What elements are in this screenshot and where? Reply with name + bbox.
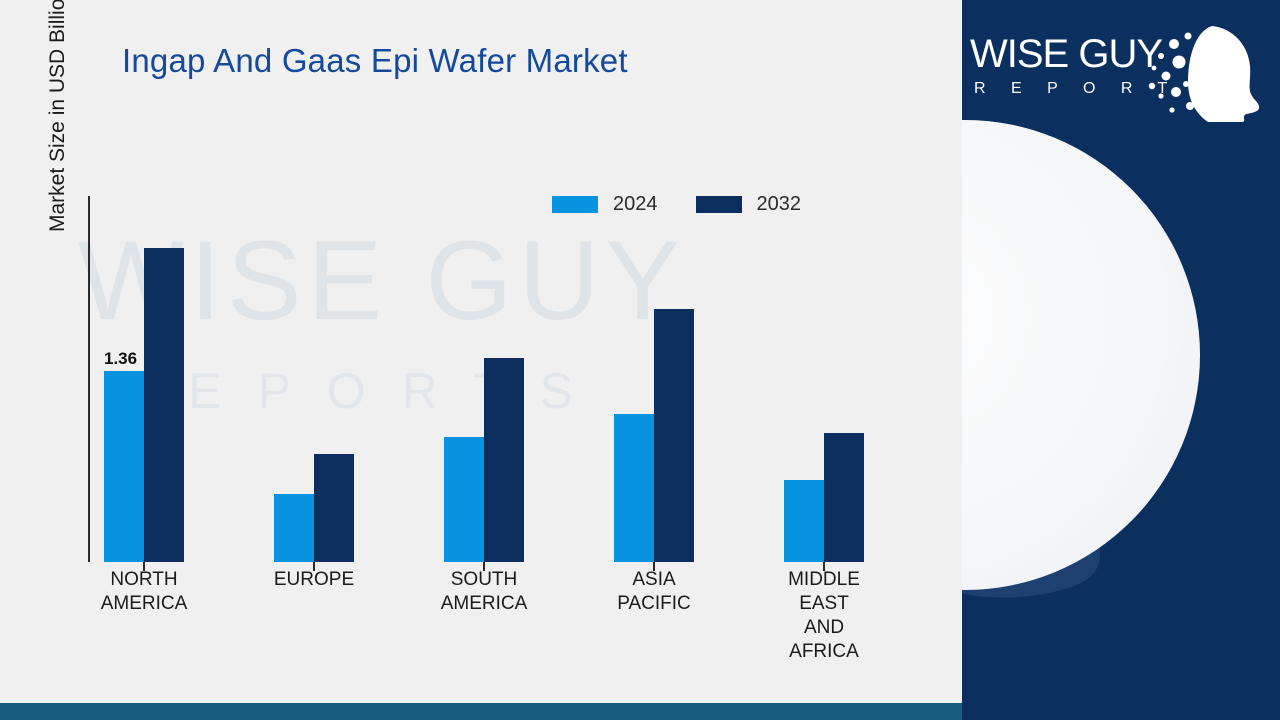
legend-label-2024: 2024 xyxy=(613,192,658,215)
y-axis-line xyxy=(88,196,90,562)
x-axis-label: NORTH AMERICA xyxy=(100,569,188,614)
bar-2024[interactable] xyxy=(784,480,824,562)
logo-wordmark-top: WISE GUY xyxy=(970,32,1163,76)
x-axis-tick xyxy=(653,562,655,571)
footer-accent-bar xyxy=(0,703,962,720)
x-axis-label: SOUTH AMERICA xyxy=(440,569,528,614)
chart-legend: 2024 2032 xyxy=(552,192,801,216)
bar-2032[interactable] xyxy=(484,357,524,562)
x-axis-label: MIDDLE EAST AND AFRICA xyxy=(788,569,860,662)
legend-swatch-2024 xyxy=(552,195,598,213)
bar-2032[interactable] xyxy=(824,432,864,562)
logo-wordmark-bottom: R E P O R T S xyxy=(974,80,1214,97)
bar-group xyxy=(104,196,184,571)
bar-group xyxy=(614,196,694,571)
x-axis-tick xyxy=(823,562,825,571)
x-axis-label: EUROPE xyxy=(273,569,355,590)
bar-group xyxy=(784,196,864,571)
plot-area xyxy=(88,196,948,571)
legend-swatch-2032 xyxy=(695,195,742,213)
brand-logo: WISE GUY R E P O R T S xyxy=(966,22,1266,122)
molecule-circle-icon xyxy=(962,120,1200,590)
legend-item-2032[interactable]: 2032 xyxy=(695,192,802,216)
chart-region: Market Size in USD Billion 2024 2032 NOR… xyxy=(0,0,962,720)
bar-2024[interactable] xyxy=(614,414,654,562)
bar-value-label: 1.36 xyxy=(104,348,138,368)
bar-2024[interactable] xyxy=(444,436,484,562)
brand-panel: WISE GUY R E P O R T S xyxy=(962,0,1280,720)
x-axis-label: ASIA PACIFIC xyxy=(617,569,691,614)
head-profile-dots-icon xyxy=(1148,26,1260,122)
x-axis-tick xyxy=(483,562,485,571)
bar-2024[interactable] xyxy=(104,370,144,562)
x-axis-tick xyxy=(313,562,315,571)
bar-2024[interactable] xyxy=(274,494,314,562)
bar-2032[interactable] xyxy=(144,248,184,562)
bar-2032[interactable] xyxy=(314,453,354,562)
y-axis-title: Market Size in USD Billion xyxy=(46,0,69,232)
page-title: Ingap And Gaas Epi Wafer Market xyxy=(122,42,628,79)
x-axis-tick xyxy=(143,562,145,571)
bar-group xyxy=(274,196,354,571)
legend-item-2024[interactable]: 2024 xyxy=(552,193,658,216)
legend-label-2032: 2032 xyxy=(756,192,802,215)
bar-2032[interactable] xyxy=(654,308,694,562)
bar-group xyxy=(444,196,524,571)
